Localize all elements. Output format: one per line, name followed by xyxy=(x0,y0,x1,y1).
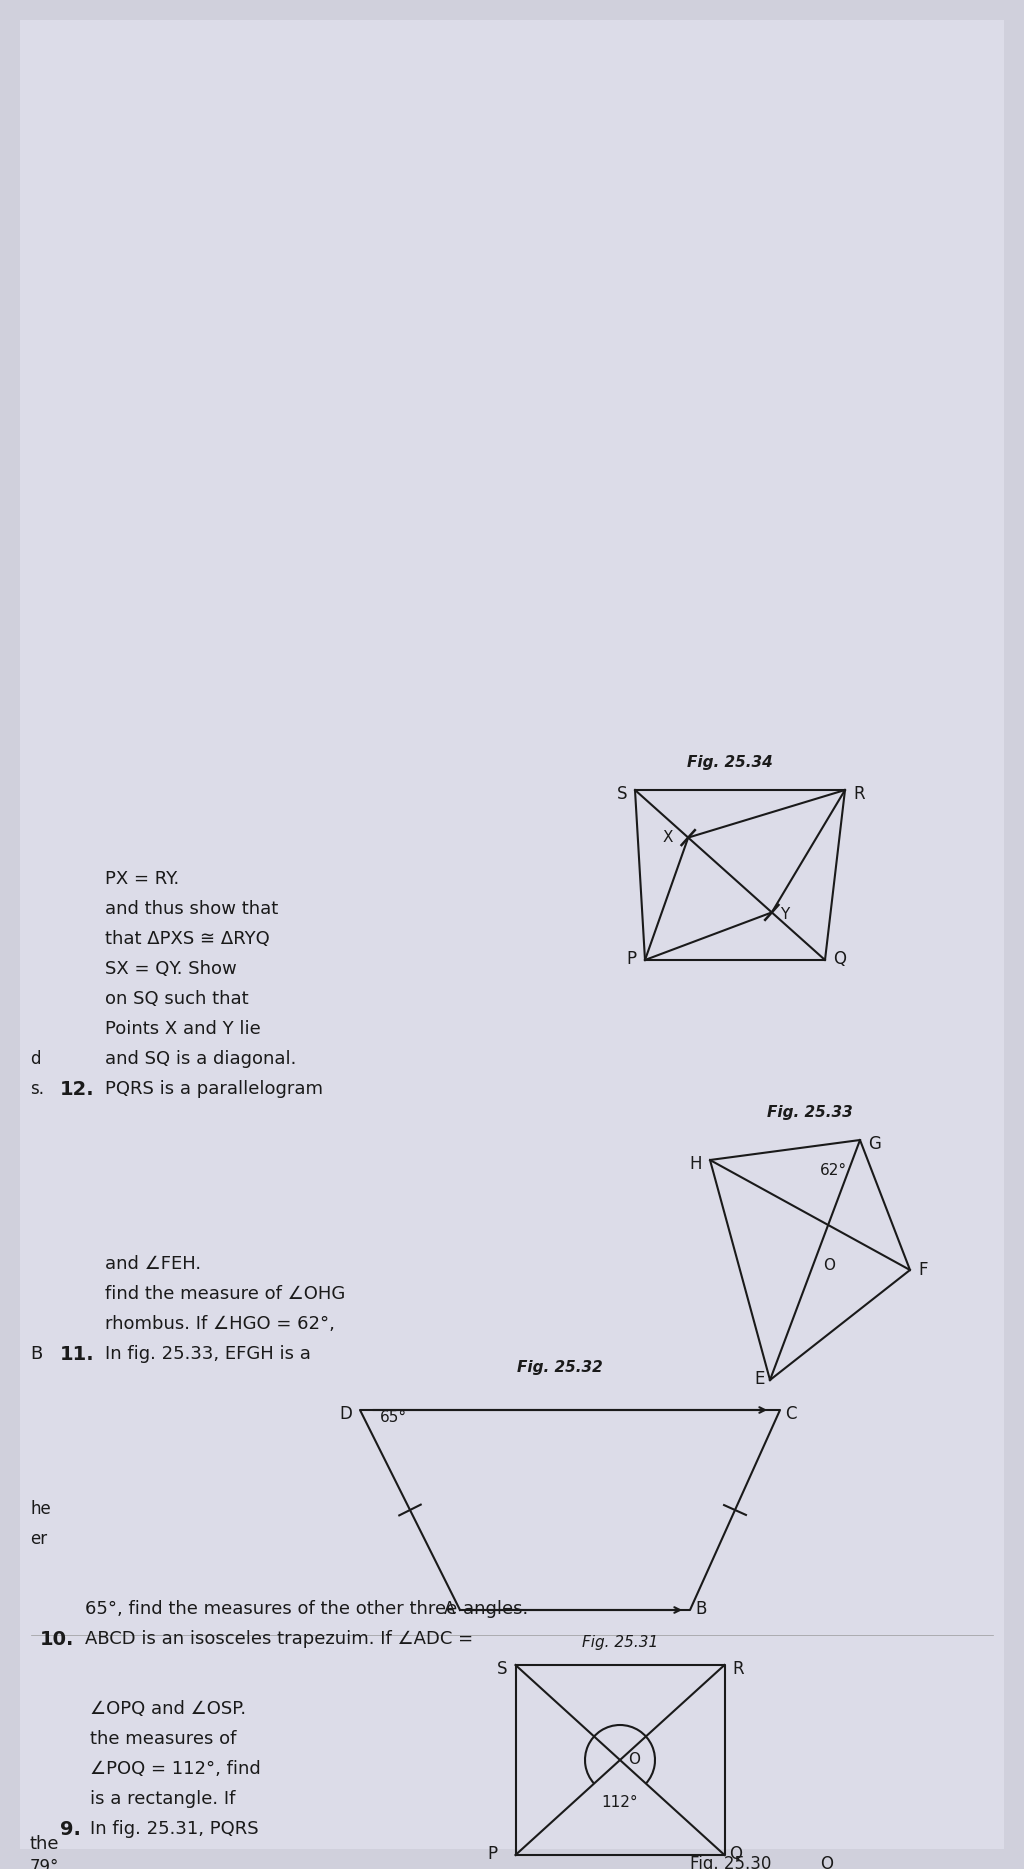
Text: PX = RY.: PX = RY. xyxy=(105,869,179,888)
Text: O: O xyxy=(628,1751,640,1766)
Text: R: R xyxy=(732,1660,744,1678)
Text: and ∠FEH.: and ∠FEH. xyxy=(105,1254,201,1273)
Text: find the measure of ∠OHG: find the measure of ∠OHG xyxy=(105,1286,345,1303)
Text: er: er xyxy=(30,1531,47,1548)
Text: s.: s. xyxy=(30,1080,44,1097)
Text: Fig. 25.31: Fig. 25.31 xyxy=(582,1635,658,1650)
Text: 10.: 10. xyxy=(40,1630,75,1648)
Text: 112°: 112° xyxy=(602,1794,638,1809)
Text: P: P xyxy=(627,949,637,968)
Text: Y: Y xyxy=(780,908,790,923)
Text: Q: Q xyxy=(729,1845,742,1863)
Text: S: S xyxy=(497,1660,508,1678)
Text: 65°, find the measures of the other three angles.: 65°, find the measures of the other thre… xyxy=(85,1600,528,1619)
Text: Fig. 25.33: Fig. 25.33 xyxy=(767,1105,853,1120)
Text: O: O xyxy=(820,1856,833,1869)
Text: In fig. 25.31, PQRS: In fig. 25.31, PQRS xyxy=(90,1820,259,1837)
Text: is a rectangle. If: is a rectangle. If xyxy=(90,1791,236,1807)
Text: ∠OPQ and ∠OSP.: ∠OPQ and ∠OSP. xyxy=(90,1701,246,1718)
Text: and thus show that: and thus show that xyxy=(105,901,279,918)
Text: he: he xyxy=(30,1501,51,1518)
Text: 62°: 62° xyxy=(820,1163,847,1177)
Text: A: A xyxy=(443,1600,455,1619)
Text: 9.: 9. xyxy=(60,1820,81,1839)
Text: H: H xyxy=(689,1155,702,1174)
Text: F: F xyxy=(918,1262,928,1278)
Text: and SQ is a diagonal.: and SQ is a diagonal. xyxy=(105,1050,296,1067)
Text: C: C xyxy=(785,1405,797,1422)
Text: that ΔPXS ≅ ΔRYQ: that ΔPXS ≅ ΔRYQ xyxy=(105,931,269,948)
Text: B: B xyxy=(695,1600,707,1619)
Text: Fig. 25.32: Fig. 25.32 xyxy=(517,1361,603,1376)
Text: 65°: 65° xyxy=(380,1409,408,1424)
Text: Q: Q xyxy=(833,949,846,968)
Text: G: G xyxy=(868,1134,881,1153)
Text: ABCD is an isosceles trapezuim. If ∠ADC =: ABCD is an isosceles trapezuim. If ∠ADC … xyxy=(85,1630,473,1648)
Text: Points X and Y lie: Points X and Y lie xyxy=(105,1020,261,1037)
Text: ∠POQ = 112°, find: ∠POQ = 112°, find xyxy=(90,1761,261,1777)
Text: D: D xyxy=(339,1405,352,1422)
Text: Fig. 25.34: Fig. 25.34 xyxy=(687,755,773,770)
Text: 12.: 12. xyxy=(60,1080,94,1099)
Text: S: S xyxy=(616,785,627,804)
Text: the: the xyxy=(30,1835,59,1852)
Text: X: X xyxy=(663,830,673,845)
Text: on SQ such that: on SQ such that xyxy=(105,991,249,1007)
Text: the measures of: the measures of xyxy=(90,1731,237,1748)
Text: E: E xyxy=(755,1370,765,1389)
Text: PQRS is a parallelogram: PQRS is a parallelogram xyxy=(105,1080,323,1097)
Text: 79°,: 79°, xyxy=(30,1858,65,1869)
Text: d: d xyxy=(30,1050,41,1067)
Text: Fig. 25.30: Fig. 25.30 xyxy=(690,1856,771,1869)
Text: B: B xyxy=(30,1346,42,1363)
Text: 11.: 11. xyxy=(60,1346,94,1364)
Text: P: P xyxy=(487,1845,498,1863)
Text: SX = QY. Show: SX = QY. Show xyxy=(105,961,237,977)
Text: rhombus. If ∠HGO = 62°,: rhombus. If ∠HGO = 62°, xyxy=(105,1316,335,1333)
Text: O: O xyxy=(823,1258,835,1273)
Text: In fig. 25.33, EFGH is a: In fig. 25.33, EFGH is a xyxy=(105,1346,311,1363)
Text: R: R xyxy=(853,785,864,804)
